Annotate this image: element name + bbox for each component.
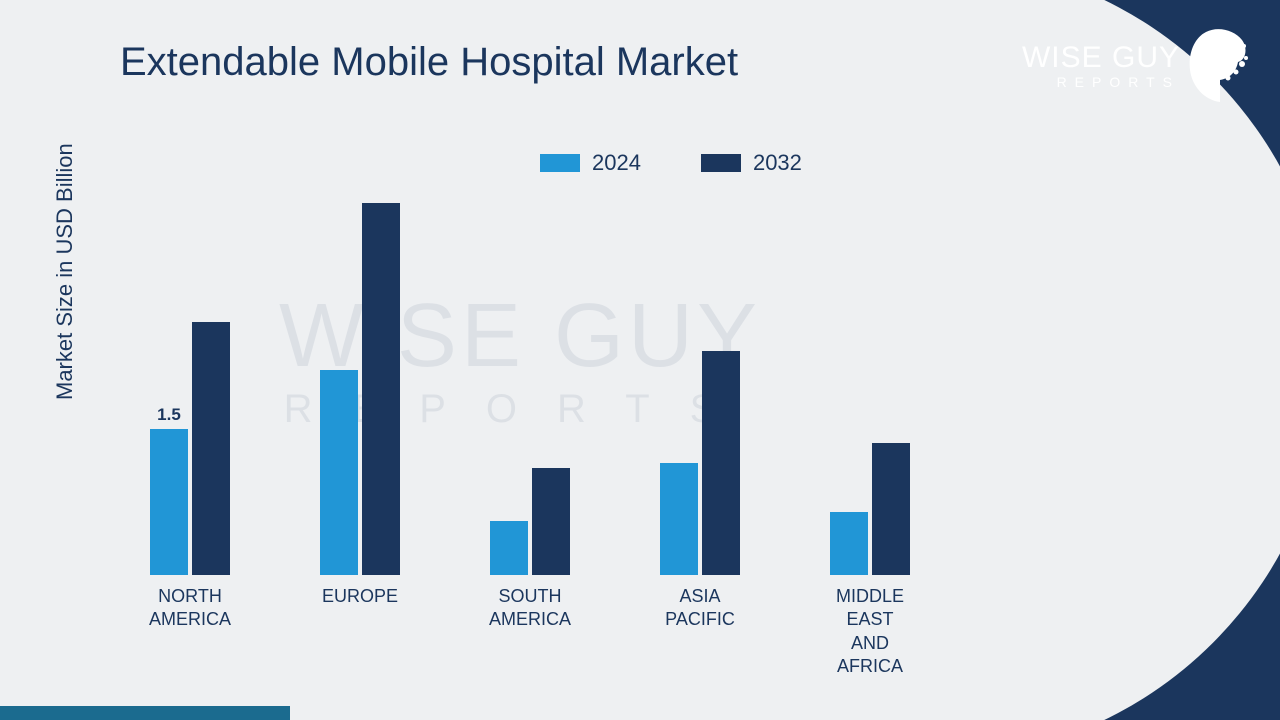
x-axis-label: NORTH AMERICA	[120, 585, 260, 632]
bar-group	[830, 443, 910, 580]
legend-item-2032: 2032	[701, 150, 802, 176]
bar-wrap	[872, 443, 910, 580]
bar	[830, 512, 868, 575]
bar-wrap	[830, 512, 868, 580]
y-axis-label: Market Size in USD Billion	[52, 143, 78, 400]
bar-wrap	[660, 463, 698, 580]
x-axis-label: SOUTH AMERICA	[460, 585, 600, 632]
page-container: WISE GUY REPORTS Extendable Mobile Hospi…	[0, 0, 1280, 720]
bar-group: 1.5	[150, 322, 230, 580]
bar	[532, 468, 570, 575]
brand-line1: WISE GUY	[1022, 43, 1180, 73]
x-axis-label: EUROPE	[300, 585, 420, 608]
bar-wrap	[192, 322, 230, 580]
legend-swatch-2032	[701, 154, 741, 172]
legend-item-2024: 2024	[540, 150, 641, 176]
bar-wrap	[320, 370, 358, 580]
brand-head-icon	[1186, 28, 1252, 104]
bar-group	[490, 468, 570, 580]
bar-group	[660, 351, 740, 580]
x-axis-labels: NORTH AMERICA EUROPE SOUTH AMERICA ASIA PAC…	[110, 585, 940, 705]
bar-wrap	[362, 203, 400, 580]
bar-wrap	[702, 351, 740, 580]
brand-text: WISE GUY REPORTS	[1022, 43, 1180, 89]
bar-wrap	[532, 468, 570, 580]
bar-wrap: 1.5	[150, 429, 188, 580]
bar	[702, 351, 740, 575]
bar	[192, 322, 230, 575]
legend-swatch-2024	[540, 154, 580, 172]
brand-line2: REPORTS	[1057, 75, 1180, 89]
x-axis-label: MIDDLE EAST AND AFRICA	[800, 585, 940, 679]
bottom-accent-bar	[0, 706, 290, 720]
right-brand-panel	[960, 0, 1280, 720]
x-axis-label: ASIA PACIFIC	[630, 585, 770, 632]
legend-label-2024: 2024	[592, 150, 641, 176]
chart-title: Extendable Mobile Hospital Market	[120, 40, 738, 85]
bar-group	[320, 203, 400, 580]
chart-plot-area: 1.5	[110, 200, 940, 580]
bar	[150, 429, 188, 575]
bar-wrap	[490, 521, 528, 580]
bar	[362, 203, 400, 575]
legend-label-2032: 2032	[753, 150, 802, 176]
bar	[872, 443, 910, 575]
bar	[490, 521, 528, 575]
brand-logo: WISE GUY REPORTS	[1022, 26, 1252, 106]
bar	[660, 463, 698, 575]
legend: 2024 2032	[540, 150, 802, 176]
bar	[320, 370, 358, 575]
